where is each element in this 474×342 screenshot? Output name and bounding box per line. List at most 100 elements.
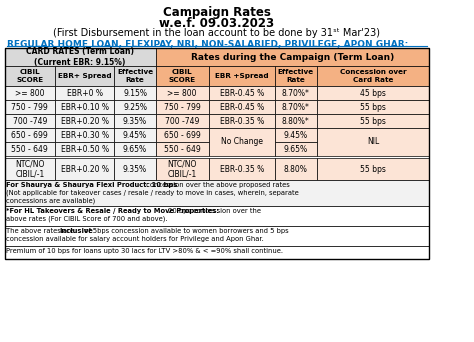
Bar [274,86,317,100]
Bar [55,66,114,86]
Text: 20 bps concession over the: 20 bps concession over the [166,208,261,214]
Text: 9.35%: 9.35% [123,117,147,126]
Text: >= 800: >= 800 [167,89,197,97]
Text: above rates (For CIBIL Score of 700 and above).: above rates (For CIBIL Score of 700 and … [7,216,168,223]
Text: EBR+0.30 %: EBR+0.30 % [61,131,109,140]
Bar [5,180,429,206]
Bar [209,158,274,180]
Text: 750 - 799: 750 - 799 [11,103,48,111]
Text: of 5bps concession available to women borrowers and 5 bps: of 5bps concession available to women bo… [82,228,289,234]
Bar [5,246,429,259]
Text: 45 bps: 45 bps [360,89,386,97]
Text: NTC/NO
CIBIL/-1: NTC/NO CIBIL/-1 [15,159,45,179]
Bar [55,114,114,128]
Text: Rates during the Campaign (Term Loan): Rates during the Campaign (Term Loan) [191,53,394,62]
Bar [55,100,114,114]
Bar [114,100,155,114]
Text: REGULAR HOME LOAN, FLEXIPAY, NRI, NON-SALARIED, PRIVILEGE, APON GHAR:: REGULAR HOME LOAN, FLEXIPAY, NRI, NON-SA… [7,40,409,49]
Text: 8.70%*: 8.70%* [282,89,310,97]
Bar [5,114,55,128]
Text: 750 - 799: 750 - 799 [164,103,201,111]
Bar [5,100,55,114]
Text: EBR-0.45 %: EBR-0.45 % [219,103,264,111]
Bar [317,86,429,100]
Text: w.e.f. 09.03.2023: w.e.f. 09.03.2023 [159,17,274,30]
Bar [155,114,209,128]
Text: 55 bps: 55 bps [360,103,386,111]
Text: >= 800: >= 800 [15,89,45,97]
Text: EBR+0.20 %: EBR+0.20 % [61,165,109,173]
Bar [55,128,114,142]
Bar [155,48,429,66]
Text: 9.65%: 9.65% [283,145,308,154]
Bar [55,142,114,156]
Text: NTC/NO
CIBIL/-1: NTC/NO CIBIL/-1 [167,159,197,179]
Text: EBR-0.35 %: EBR-0.35 % [219,117,264,126]
Bar [155,128,209,142]
Text: EBR+0.20 %: EBR+0.20 % [61,117,109,126]
Bar [155,142,209,156]
Bar [274,114,317,128]
Text: 9.45%: 9.45% [123,131,147,140]
Text: CIBIL
SCORE: CIBIL SCORE [16,69,43,82]
Bar [114,86,155,100]
Text: (Not applicable for takeover cases / resale / ready to move in cases, wherein, s: (Not applicable for takeover cases / res… [7,190,299,197]
Bar [155,100,209,114]
Text: 650 - 699: 650 - 699 [11,131,48,140]
Text: Premium of 10 bps for loans upto 30 lacs for LTV >80% & < =90% shall continue.: Premium of 10 bps for loans upto 30 lacs… [7,248,283,254]
Text: 650 - 699: 650 - 699 [164,131,201,140]
Text: EBR+ Spread: EBR+ Spread [58,73,111,79]
Bar [209,66,274,86]
Text: Effective
Rate: Effective Rate [117,69,153,82]
Bar [5,48,429,259]
Text: 8.70%*: 8.70%* [282,103,310,111]
Text: No Change: No Change [221,137,263,146]
Text: EBR+0.50 %: EBR+0.50 % [61,145,109,154]
Text: 9.45%: 9.45% [283,131,308,140]
Text: 550 - 649: 550 - 649 [11,145,48,154]
Text: (First Disbursement in the loan account to be done by 31ˢᵗ Mar'23): (First Disbursement in the loan account … [54,28,381,38]
Bar [155,86,209,100]
Bar [114,142,155,156]
Bar [274,66,317,86]
Text: 55 bps: 55 bps [360,117,386,126]
Bar [5,48,155,66]
Text: 9.35%: 9.35% [123,165,147,173]
Text: 550 - 649: 550 - 649 [164,145,201,154]
Text: 9.15%: 9.15% [123,89,147,97]
Text: For Shaurya & Shaurya Flexi Product: 10 bps: For Shaurya & Shaurya Flexi Product: 10 … [7,182,178,188]
Bar [209,100,274,114]
Bar [209,128,274,156]
Text: 9.25%: 9.25% [123,103,147,111]
Bar [274,142,317,156]
Bar [317,128,429,156]
Bar [5,66,55,86]
Text: 8.80%*: 8.80%* [282,117,310,126]
Bar [155,66,209,86]
Text: EBR-0.35 %: EBR-0.35 % [219,165,264,173]
Bar [5,226,429,246]
Bar [5,142,55,156]
Text: 55 bps: 55 bps [360,165,386,173]
Bar [155,158,209,180]
Bar [317,158,429,180]
Text: concessions are available): concessions are available) [7,198,96,205]
Text: EBR+0.10 %: EBR+0.10 % [61,103,109,111]
Text: EBR+0 %: EBR+0 % [67,89,103,97]
Bar [5,206,429,226]
Bar [317,114,429,128]
Bar [5,158,55,180]
Text: concession over the above proposed rates: concession over the above proposed rates [144,182,290,188]
Bar [55,158,114,180]
Text: Campaign Rates: Campaign Rates [163,6,271,19]
Text: Effective
Rate: Effective Rate [278,69,314,82]
Text: The above rates are: The above rates are [7,228,76,234]
Bar [274,158,317,180]
Text: Concession over
Card Rate: Concession over Card Rate [340,69,406,82]
Bar [114,158,155,180]
Bar [5,128,55,142]
Bar [55,86,114,100]
Text: 700 -749: 700 -749 [165,117,200,126]
Bar [274,100,317,114]
Bar [317,66,429,86]
